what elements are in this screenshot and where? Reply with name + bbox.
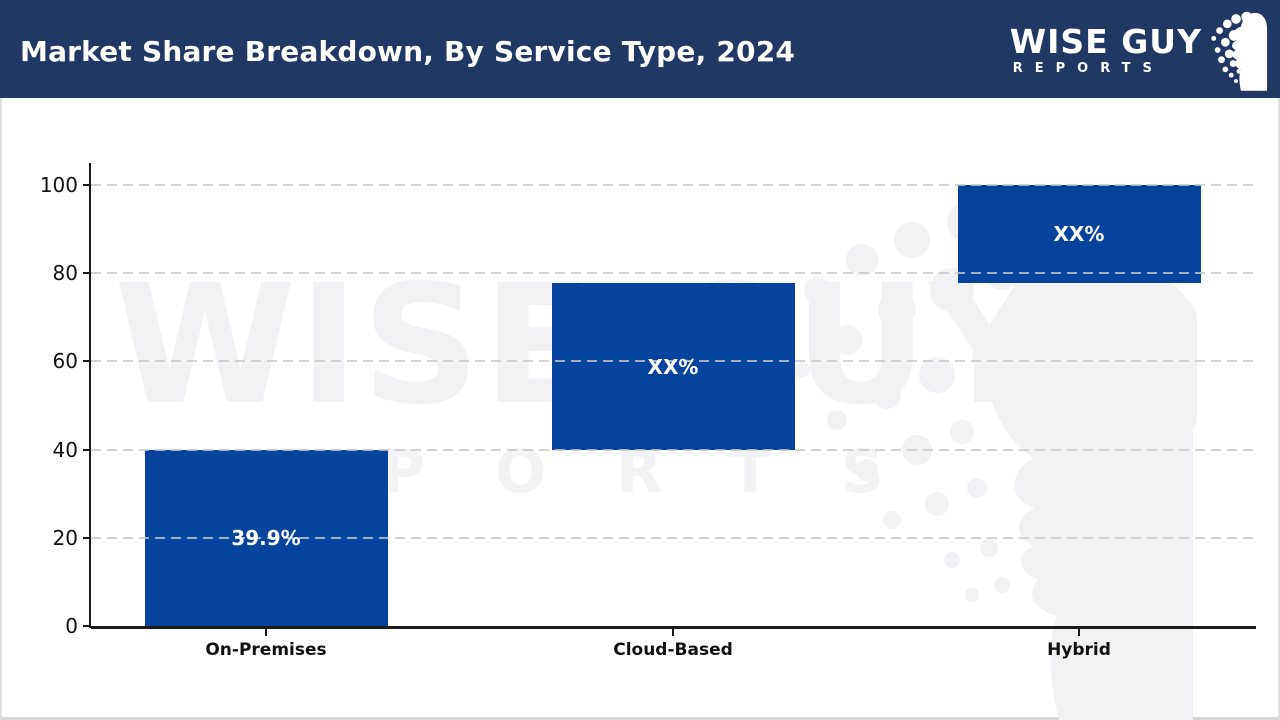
grid-line-100 bbox=[91, 184, 1256, 186]
grid-line-40 bbox=[91, 448, 1256, 451]
x-tick-cloud-based bbox=[672, 628, 674, 636]
bar-label-cloud-based: XX% bbox=[647, 354, 699, 379]
brand-wordmark: WISE GUY REPORTS bbox=[1010, 25, 1202, 75]
grid-line-80 bbox=[91, 272, 1256, 275]
y-tick-20 bbox=[83, 536, 91, 539]
brand-face-icon bbox=[1211, 11, 1268, 91]
x-label-on-premises: On-Premises bbox=[205, 640, 327, 660]
grid-line-60 bbox=[91, 360, 1256, 363]
brand-logo: WISE GUY REPORTS bbox=[1010, 8, 1268, 92]
page-title: Market Share Breakdown, By Service Type,… bbox=[20, 34, 796, 68]
bar-label-on-premises: 39.9% bbox=[231, 526, 301, 551]
brand-name: WISE GUY bbox=[1009, 22, 1202, 61]
y-tick-80 bbox=[83, 272, 91, 275]
y-tick-60 bbox=[83, 360, 91, 363]
watermark-face-icon bbox=[768, 202, 1197, 720]
y-axis-line bbox=[89, 163, 91, 628]
y-tick-label-0: 0 bbox=[65, 614, 78, 638]
y-tick-40 bbox=[83, 448, 91, 451]
grid-line-20 bbox=[91, 536, 1256, 539]
x-tick-hybrid bbox=[1078, 628, 1080, 636]
x-axis-line bbox=[91, 626, 1256, 629]
y-tick-0 bbox=[83, 625, 91, 627]
y-tick-100 bbox=[83, 184, 91, 186]
brand-subname: REPORTS bbox=[1012, 61, 1164, 76]
y-tick-label-80: 80 bbox=[52, 261, 78, 286]
x-label-cloud-based: Cloud-Based bbox=[613, 640, 733, 660]
y-tick-label-40: 40 bbox=[52, 437, 78, 462]
header-bar: Market Share Breakdown, By Service Type,… bbox=[0, 0, 1280, 98]
bar-label-hybrid: XX% bbox=[1053, 222, 1105, 247]
bar-cloud-based bbox=[551, 283, 795, 451]
y-tick-label-100: 100 bbox=[39, 173, 78, 197]
bar-hybrid bbox=[957, 185, 1201, 284]
chart-area: WISE GUY REPORTS 0 20 40 60 80 100 39.9% XX% XX% bbox=[0, 98, 1280, 720]
x-tick-on-premises bbox=[265, 628, 267, 636]
y-tick-label-20: 20 bbox=[52, 525, 78, 550]
y-tick-label-60: 60 bbox=[52, 349, 78, 374]
x-label-hybrid: Hybrid bbox=[1047, 640, 1111, 660]
